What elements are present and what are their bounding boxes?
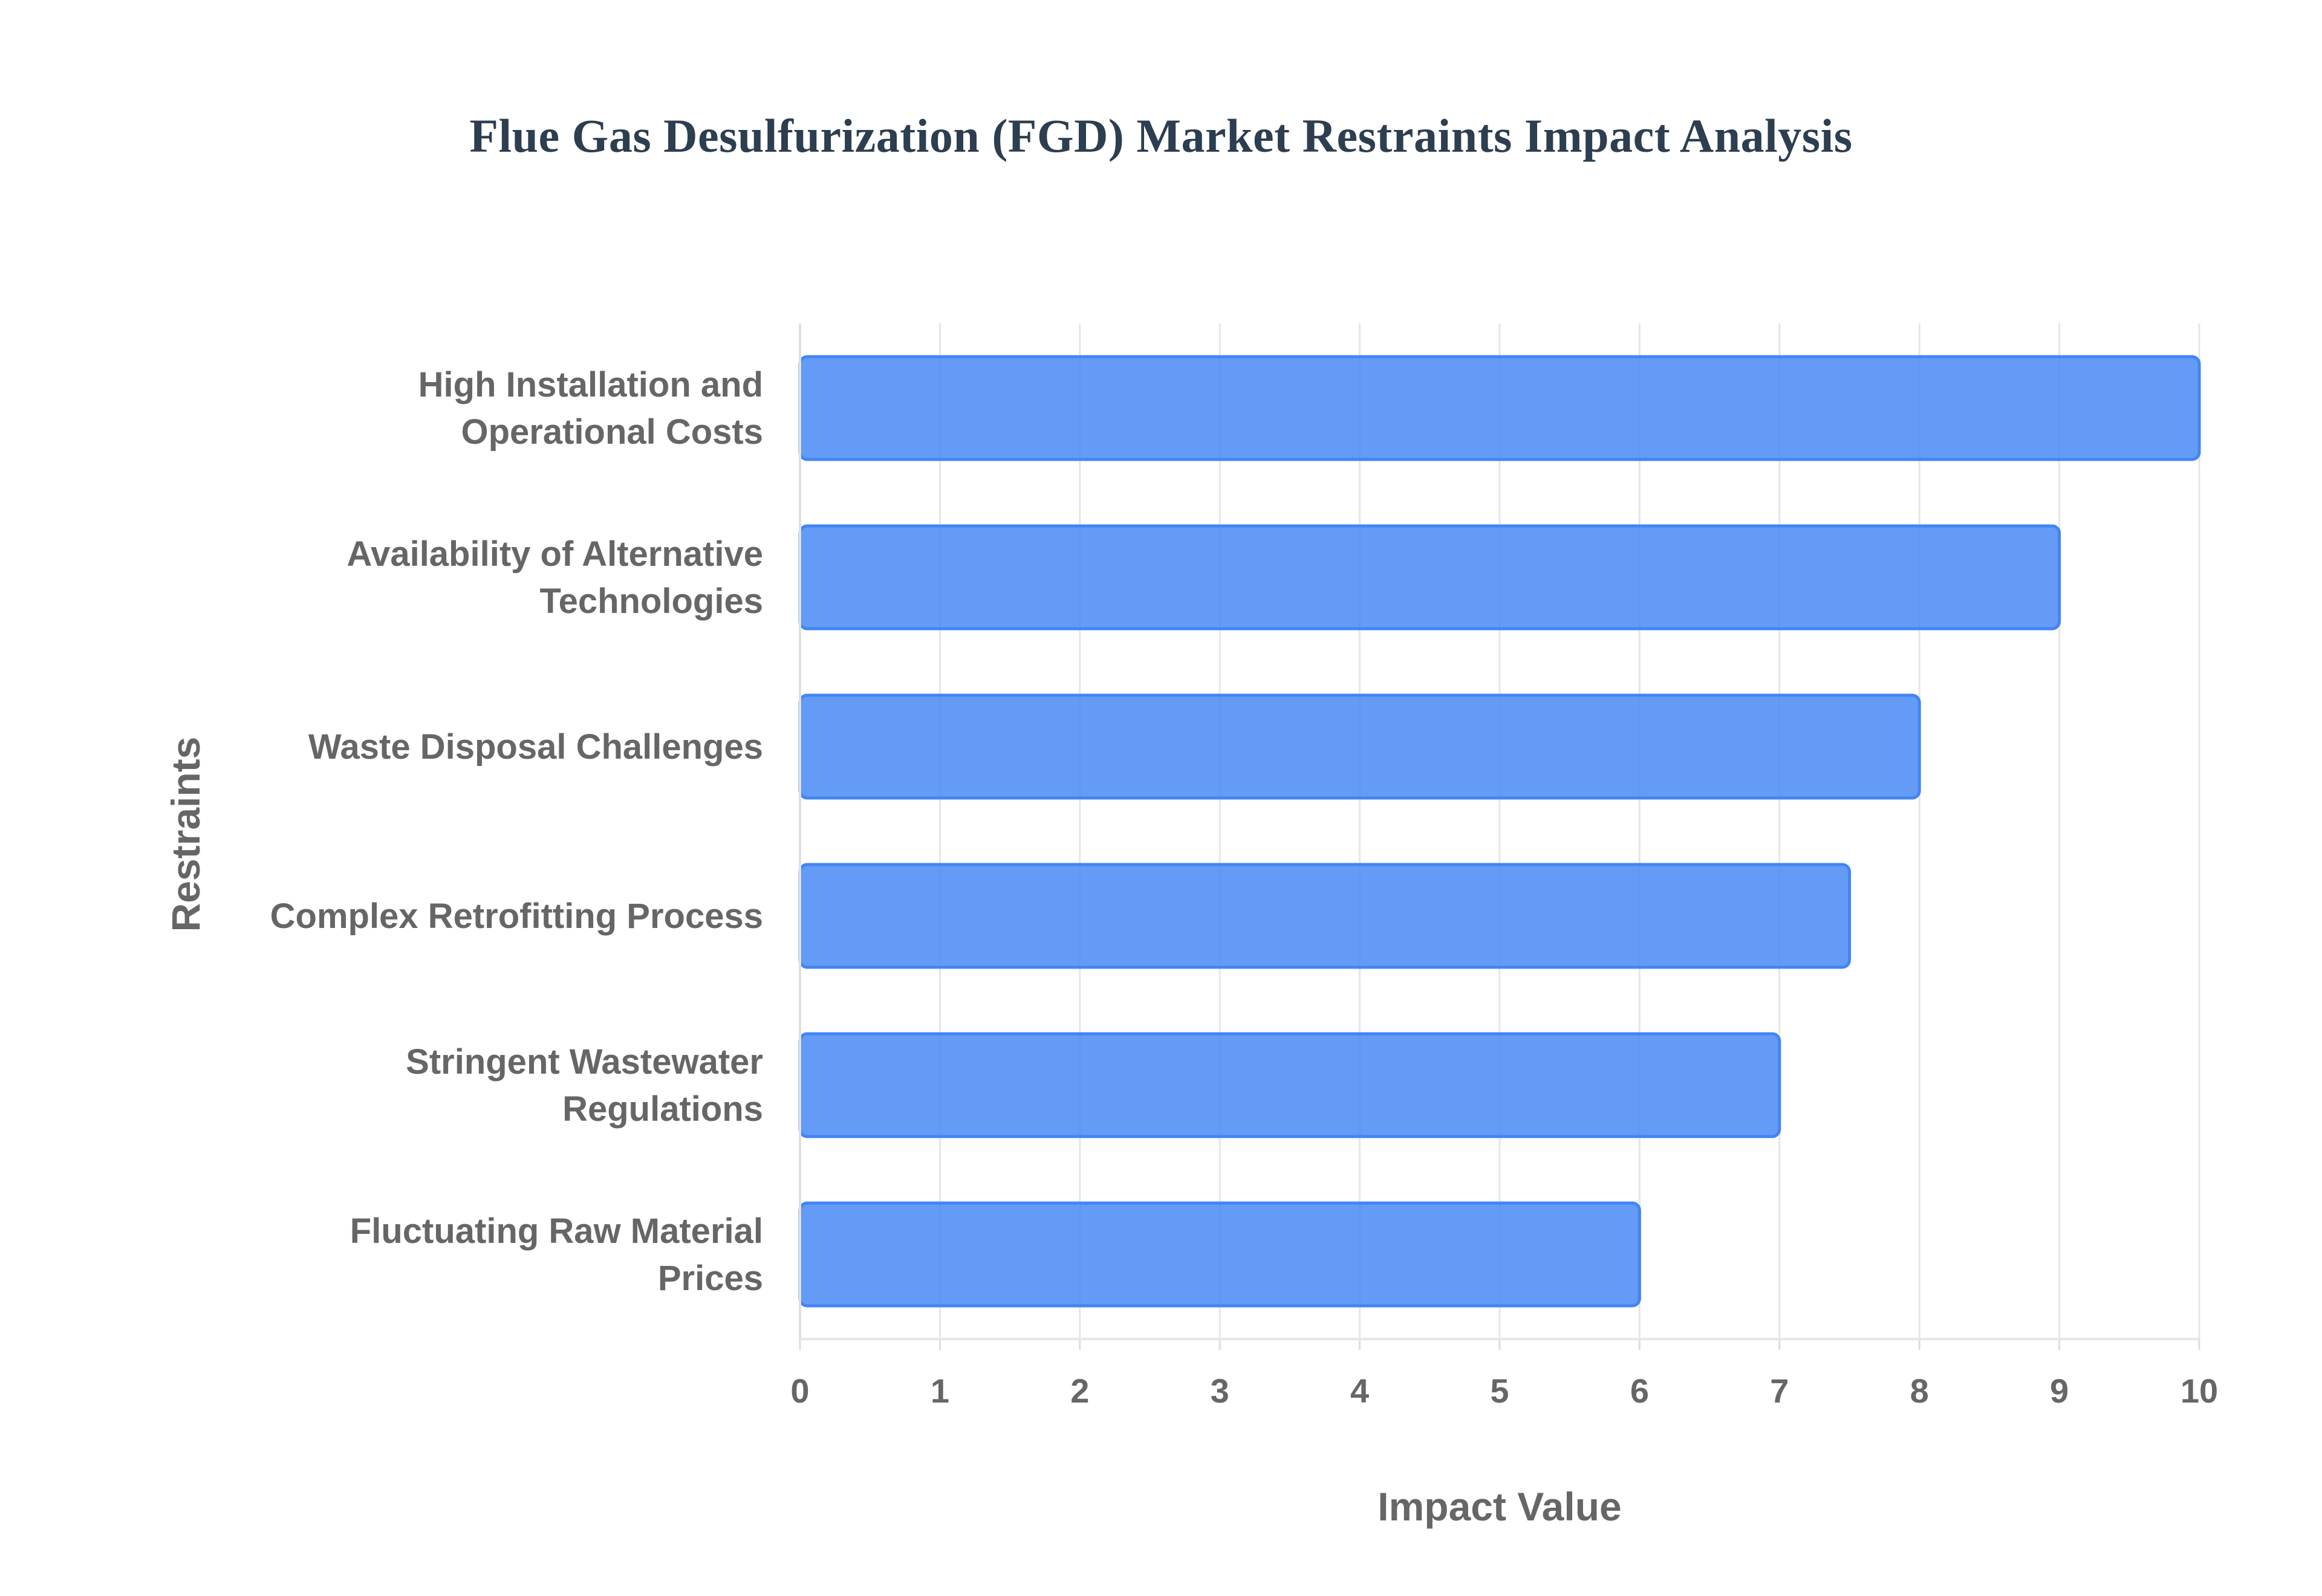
category-label: Stringent Wastewater Regulations	[406, 1042, 763, 1129]
x-tick-label: 10	[2181, 1372, 2218, 1410]
x-tick-label: 6	[1630, 1372, 1649, 1410]
x-tick-label: 3	[1211, 1372, 1229, 1410]
bars	[798, 355, 2201, 1308]
category-label: Availability of Alternative Technologies	[346, 534, 763, 621]
bar	[798, 693, 1921, 800]
grid-lines	[938, 323, 2200, 1339]
bar	[798, 1201, 1641, 1308]
x-tick-label: 8	[1910, 1372, 1929, 1410]
x-tick-labels: 0 1 2 3 4 5 6 7 8 9 10	[790, 1372, 2218, 1410]
category-label: High Installation and Operational Costs	[418, 365, 763, 452]
bar	[798, 863, 1851, 969]
x-tick-label: 7	[1770, 1372, 1789, 1410]
x-tick-label: 1	[931, 1372, 949, 1410]
category-labels: High Installation and Operational Costs Av…	[270, 365, 763, 1298]
category-label: Complex Retrofitting Process	[270, 897, 763, 936]
bar	[798, 524, 2061, 631]
axes	[799, 323, 2200, 1350]
y-axis-title: Restraints	[163, 737, 208, 932]
category-label: Fluctuating Raw Material Prices	[350, 1212, 763, 1298]
x-tick-label: 0	[790, 1372, 809, 1410]
bar	[798, 1032, 1781, 1138]
category-label: Waste Disposal Challenges	[308, 727, 763, 767]
chart-title: Flue Gas Desulfurization (FGD) Market Re…	[469, 109, 1853, 162]
bar	[798, 355, 2201, 461]
x-tick-label: 4	[1350, 1372, 1369, 1410]
x-tick-label: 9	[2050, 1372, 2069, 1410]
x-axis-title: Impact Value	[1377, 1484, 1622, 1529]
x-tick-label: 2	[1070, 1372, 1089, 1410]
x-tick-label: 5	[1490, 1372, 1509, 1410]
